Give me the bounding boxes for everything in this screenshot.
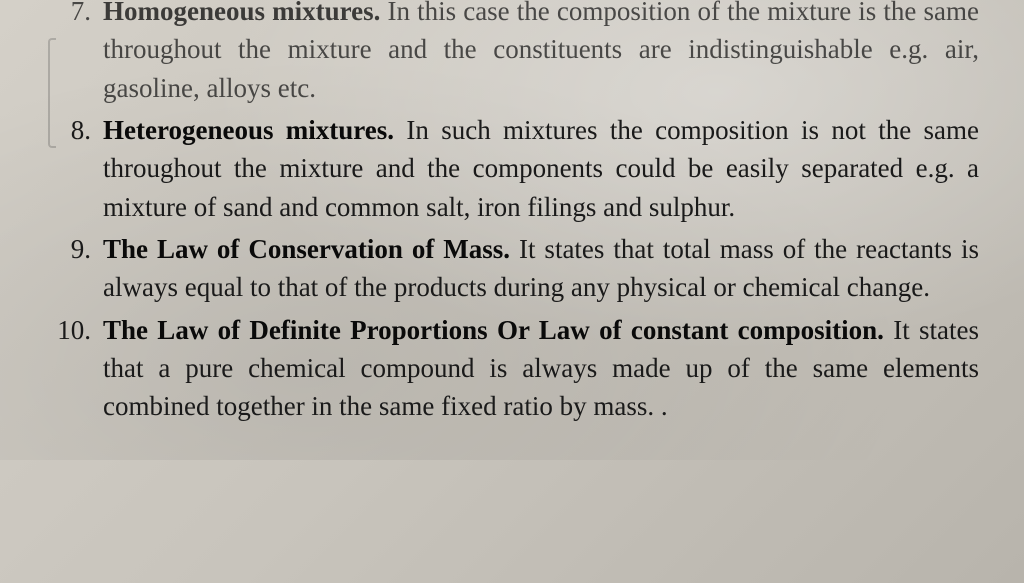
item-number: 10. (45, 311, 103, 426)
item-body: Homogeneous mixtures. In this case the c… (103, 0, 979, 107)
item-title: The Law of Conservation of Mass. (103, 234, 510, 264)
item-title: Homogeneous mixtures. (103, 0, 380, 26)
staple-mark (48, 38, 56, 148)
list-item: 8. Heterogeneous mixtures. In such mixtu… (45, 111, 979, 226)
item-body: The Law of Definite Proportions Or Law o… (103, 311, 979, 426)
list-item: 9. The Law of Conservation of Mass. It s… (45, 230, 979, 307)
item-number: 9. (45, 230, 103, 307)
item-title: Heterogeneous mixtures. (103, 115, 394, 145)
item-title: The Law of Definite Proportions Or Law o… (103, 315, 884, 345)
list-item: 10. The Law of Definite Proportions Or L… (45, 311, 979, 426)
list-item: 7. Homogeneous mixtures. In this case th… (45, 0, 979, 107)
item-body: Heterogeneous mixtures. In such mixtures… (103, 111, 979, 226)
item-body: The Law of Conservation of Mass. It stat… (103, 230, 979, 307)
textbook-page: 7. Homogeneous mixtures. In this case th… (0, 0, 1024, 460)
